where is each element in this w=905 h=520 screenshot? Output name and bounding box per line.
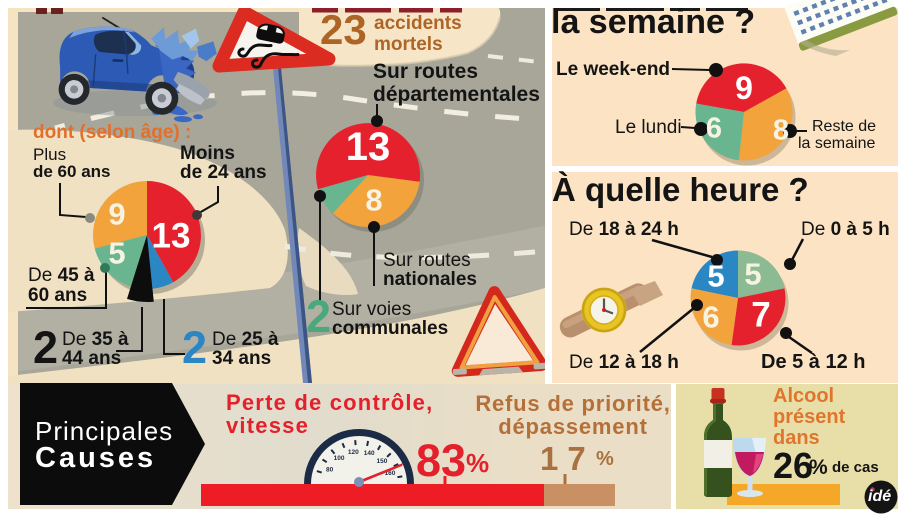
svg-text:150: 150: [376, 458, 387, 465]
svg-text:100: 100: [334, 455, 345, 462]
svg-text:160: 160: [385, 470, 396, 477]
svg-text:140: 140: [364, 450, 375, 457]
svg-text:120: 120: [348, 449, 359, 456]
svg-text:80: 80: [326, 467, 334, 474]
